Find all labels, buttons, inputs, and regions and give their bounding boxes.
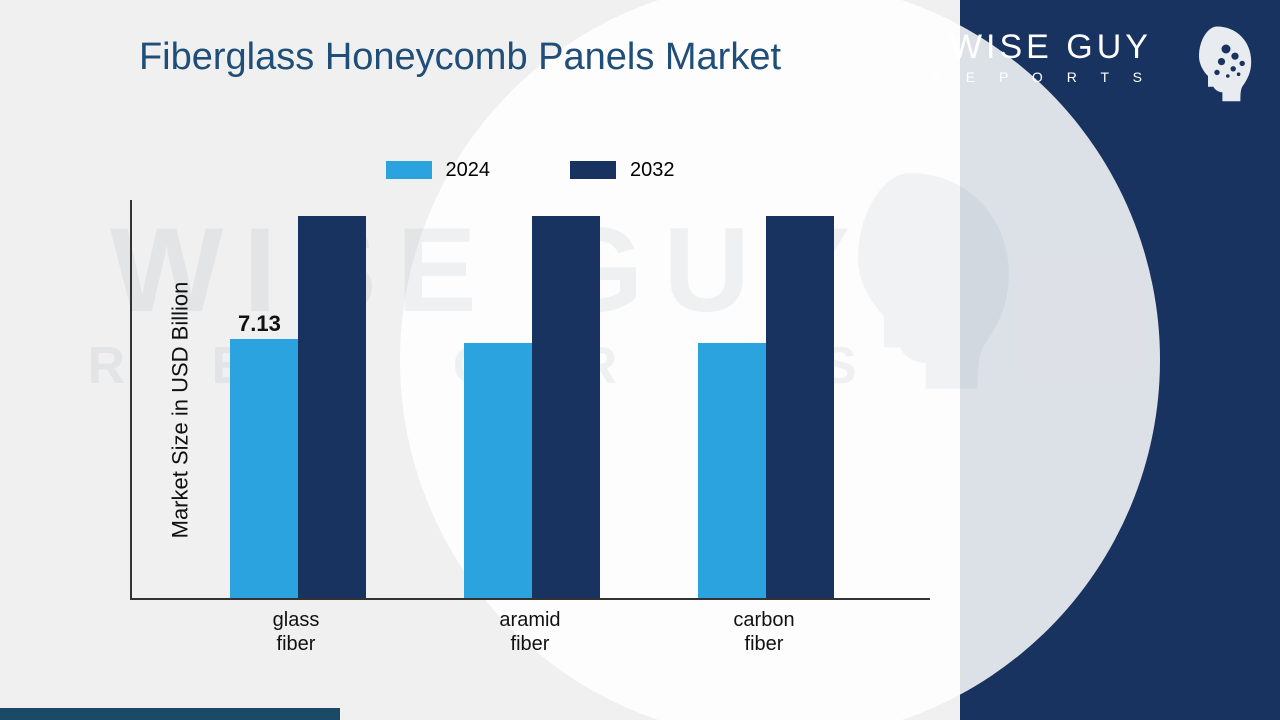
- bar-2032: [532, 216, 600, 598]
- x-axis-label: glassfiber: [221, 608, 371, 656]
- logo-head-icon: [1172, 22, 1262, 112]
- plot-area: [130, 200, 930, 600]
- x-axis-label: carbonfiber: [689, 608, 839, 656]
- legend-label-2032: 2032: [630, 159, 675, 182]
- legend-label-2024: 2024: [446, 159, 491, 182]
- brand-line1: WISE GUY: [932, 28, 1152, 67]
- bar-2024: [698, 343, 766, 598]
- bar-2024: [464, 343, 532, 598]
- brand-line2: R E P O R T S: [932, 69, 1152, 85]
- brand-logo: WISE GUY R E P O R T S: [932, 28, 1152, 85]
- legend-item-2024: 2024: [386, 159, 491, 182]
- footer-accent-bar: [0, 708, 340, 720]
- bar-2032: [766, 216, 834, 598]
- chart-title: Fiberglass Honeycomb Panels Market: [0, 36, 920, 79]
- x-axis-label: aramidfiber: [455, 608, 605, 656]
- legend-swatch-2024: [386, 161, 432, 179]
- bar-group: [464, 216, 600, 598]
- bar-group: [698, 216, 834, 598]
- bar-group: [230, 216, 366, 598]
- legend-swatch-2032: [570, 161, 616, 179]
- stage: WISE GUY R E P O R T S Fiberglass Honeyc…: [0, 0, 1280, 720]
- chart-area: Market Size in USD Billion 2024 2032 gla…: [60, 140, 940, 680]
- bar-2032: [298, 216, 366, 598]
- legend-item-2032: 2032: [570, 159, 675, 182]
- legend: 2024 2032: [130, 150, 930, 190]
- bar-2024: [230, 339, 298, 598]
- bar-value-label: 7.13: [238, 311, 281, 337]
